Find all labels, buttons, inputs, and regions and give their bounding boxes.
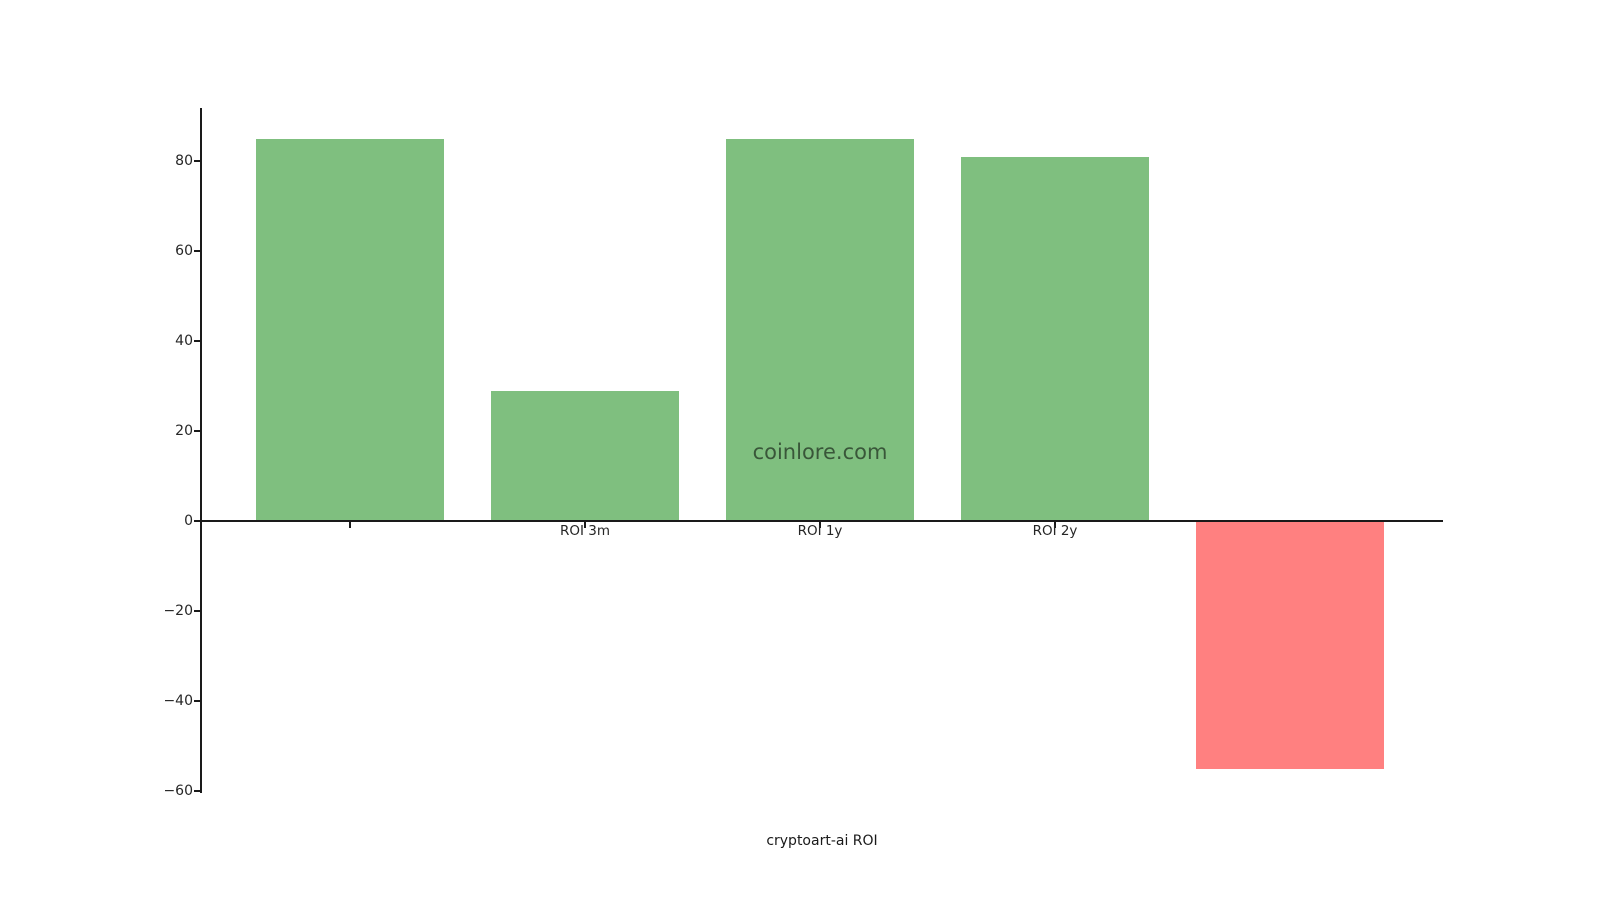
y-tick-label: −60 — [163, 783, 193, 799]
x-axis-zero-line — [200, 520, 1443, 522]
bar-roi-1y — [726, 138, 914, 521]
y-tick-label: −20 — [163, 603, 193, 619]
y-tick-mark — [194, 700, 201, 702]
x-tick-label: ROI 1y — [797, 523, 843, 539]
y-tick-mark — [194, 520, 201, 522]
y-tick-label: 20 — [175, 423, 193, 439]
x-tick-mark — [1054, 521, 1056, 528]
y-tick-label: 60 — [175, 243, 193, 259]
y-tick-mark — [194, 790, 201, 792]
y-tick-mark — [194, 250, 201, 252]
x-axis-title: cryptoart-ai ROI — [766, 833, 878, 849]
y-tick-mark — [194, 430, 201, 432]
x-tick-mark — [584, 521, 586, 528]
x-tick-mark — [349, 521, 351, 528]
y-tick-label: 0 — [184, 513, 193, 529]
x-tick-mark — [819, 521, 821, 528]
y-tick-mark — [194, 610, 201, 612]
bar-roi-2y — [961, 156, 1149, 521]
bar-unlabeled-5 — [1196, 521, 1384, 769]
y-tick-label: 40 — [175, 333, 193, 349]
bar-unlabeled-1 — [256, 138, 444, 521]
x-tick-label: ROI 3m — [559, 523, 611, 539]
watermark: coinlore.com — [752, 440, 888, 464]
y-axis-line — [200, 108, 202, 793]
y-tick-label: 80 — [175, 153, 193, 169]
bar-roi-3m — [491, 390, 679, 521]
y-tick-mark — [194, 340, 201, 342]
y-tick-label: −40 — [163, 693, 193, 709]
y-tick-mark — [194, 160, 201, 162]
x-tick-label: ROI 2y — [1032, 523, 1078, 539]
